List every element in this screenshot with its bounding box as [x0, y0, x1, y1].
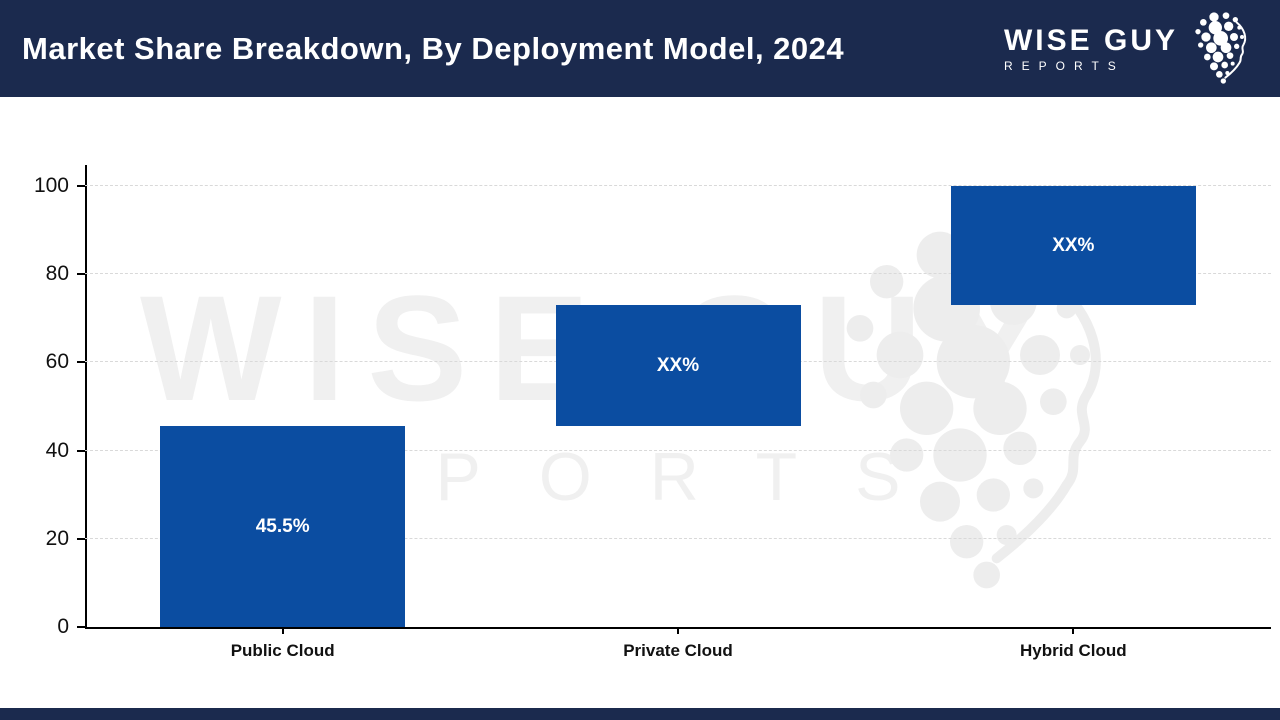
y-tick-mark: [77, 626, 85, 628]
y-tick-label: 80: [45, 262, 69, 286]
bar-value-label: XX%: [656, 354, 700, 376]
x-category-label: Private Cloud: [623, 641, 733, 660]
brand-logo: WISE GUY REPORTS: [1004, 9, 1258, 89]
y-tick-label: 20: [45, 526, 69, 550]
x-tick-mark: [1072, 627, 1075, 634]
y-tick-label: 40: [45, 438, 69, 462]
x-category-label: Public Cloud: [230, 641, 335, 660]
y-tick-mark: [77, 185, 85, 187]
x-tick-mark: [677, 627, 679, 634]
y-tick-label: 60: [45, 350, 69, 374]
y-tick-label: 100: [33, 174, 69, 197]
page-title: Market Share Breakdown, By Deployment Mo…: [22, 30, 845, 66]
y-tick-mark: [77, 537, 85, 540]
brand-logo-text: WISE GUY REPORTS: [1003, 23, 1178, 73]
bar: XX%: [555, 305, 801, 427]
bar-value-label: XX%: [1052, 234, 1095, 256]
bar-value-label: 45.5%: [255, 515, 310, 537]
y-tick-mark: [77, 273, 85, 276]
y-tick-mark: [77, 449, 85, 452]
footer-bar: [0, 708, 1280, 720]
x-category-label: Hybrid Cloud: [1019, 641, 1127, 660]
brand-head-icon: [1195, 11, 1247, 84]
y-axis: [85, 165, 87, 628]
header-bar: Market Share Breakdown, By Deployment Mo…: [0, 0, 1280, 97]
gridline: [85, 273, 1271, 275]
gridline: [85, 185, 1271, 186]
bar: XX%: [950, 186, 1196, 306]
y-tick-mark: [77, 361, 85, 364]
brand-name: WISE GUY: [1003, 23, 1178, 57]
x-tick-mark: [281, 627, 284, 634]
bar: 45.5%: [160, 426, 406, 627]
gridline: [85, 537, 1271, 539]
gridline: [85, 449, 1271, 451]
y-tick-label: 0: [57, 615, 69, 638]
brand-subtitle: REPORTS: [1003, 58, 1125, 73]
